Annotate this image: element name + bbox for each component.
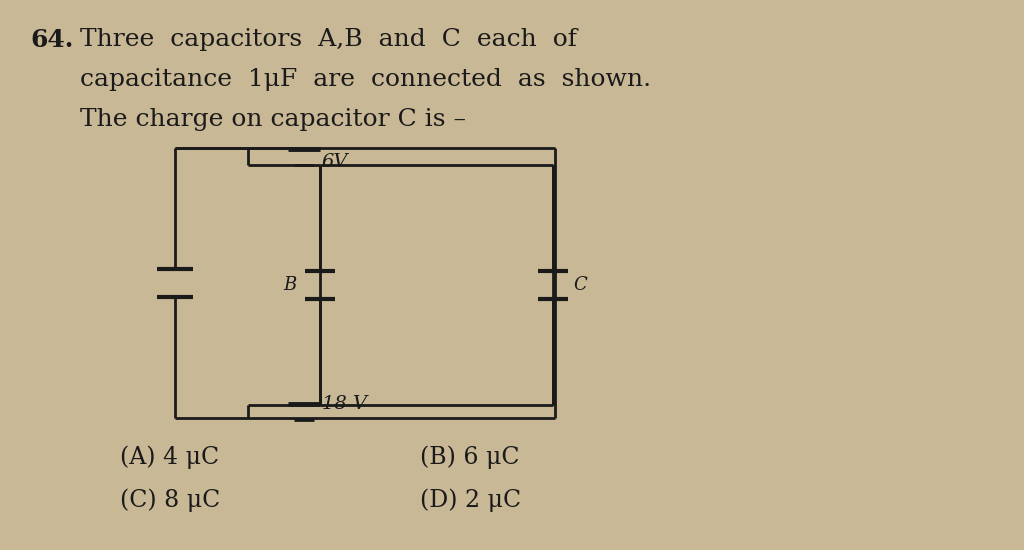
Text: The charge on capacitor C is –: The charge on capacitor C is –	[80, 108, 466, 131]
Text: capacitance  1μF  are  connected  as  shown.: capacitance 1μF are connected as shown.	[80, 68, 651, 91]
Text: (C) 8 μC: (C) 8 μC	[120, 488, 220, 512]
Text: Three  capacitors  A,B  and  C  each  of: Three capacitors A,B and C each of	[80, 28, 577, 51]
Text: 6V: 6V	[322, 153, 348, 171]
Text: C: C	[573, 276, 587, 294]
Text: (B) 6 μC: (B) 6 μC	[420, 445, 519, 469]
Text: 64.: 64.	[30, 28, 74, 52]
Text: (D) 2 μC: (D) 2 μC	[420, 488, 521, 512]
Text: (A) 4 μC: (A) 4 μC	[120, 445, 219, 469]
Text: 18 V: 18 V	[322, 395, 367, 413]
Text: B: B	[284, 276, 297, 294]
